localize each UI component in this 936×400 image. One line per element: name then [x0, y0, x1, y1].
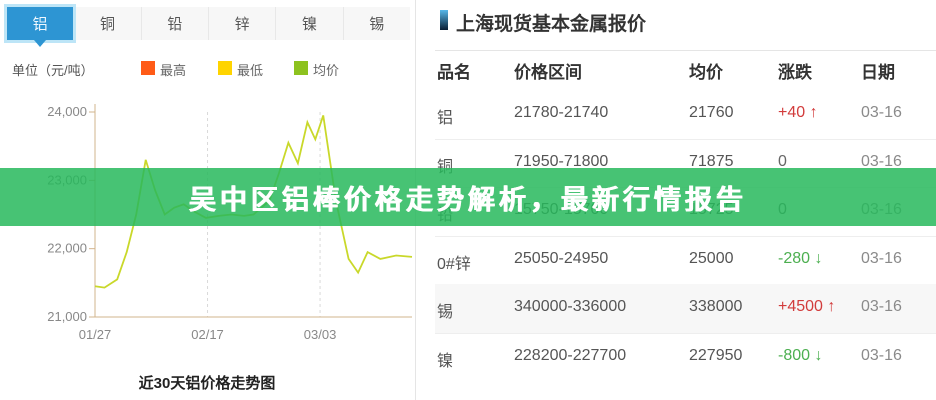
- svg-text:24,000: 24,000: [47, 104, 87, 119]
- svg-text:01/27: 01/27: [79, 327, 112, 342]
- svg-text:03/03: 03/03: [304, 327, 337, 342]
- svg-text:21,000: 21,000: [47, 309, 87, 324]
- svg-text:02/17: 02/17: [191, 327, 224, 342]
- svg-text:22,000: 22,000: [47, 241, 87, 256]
